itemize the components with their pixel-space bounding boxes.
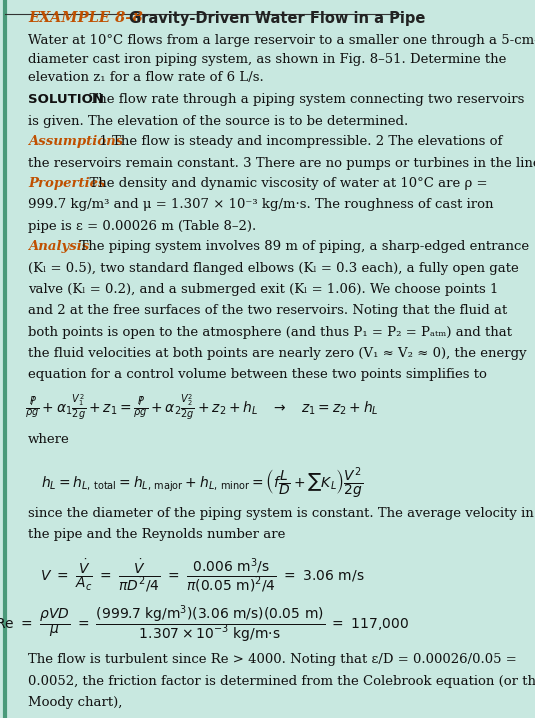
Text: The piping system involves 89 m of piping, a sharp-edged entrance: The piping system involves 89 m of pipin… bbox=[72, 241, 530, 253]
Text: $h_L = h_{L,\,\mathrm{total}} = h_{L,\,\mathrm{major}} + h_{L,\,\mathrm{minor}} : $h_L = h_{L,\,\mathrm{total}} = h_{L,\,\… bbox=[41, 465, 363, 501]
Text: valve (Kₗ = 0.2), and a submerged exit (Kₗ = 1.06). We choose points 1: valve (Kₗ = 0.2), and a submerged exit (… bbox=[28, 283, 499, 296]
Text: 999.7 kg/m³ and μ = 1.307 × 10⁻³ kg/m·s. The roughness of cast iron: 999.7 kg/m³ and μ = 1.307 × 10⁻³ kg/m·s.… bbox=[28, 198, 494, 211]
Text: Gravity-Driven Water Flow in a Pipe: Gravity-Driven Water Flow in a Pipe bbox=[129, 11, 425, 26]
Text: Water at 10°C flows from a large reservoir to a smaller one through a 5-cm-
diam: Water at 10°C flows from a large reservo… bbox=[28, 34, 535, 85]
Text: both points is open to the atmosphere (and thus P₁ = P₂ = Pₐₜₘ) and that: both points is open to the atmosphere (a… bbox=[28, 325, 512, 339]
Text: pipe is ε = 0.00026 m (Table 8–2).: pipe is ε = 0.00026 m (Table 8–2). bbox=[28, 220, 256, 233]
Text: the reservoirs remain constant. 3 There are no pumps or turbines in the line.: the reservoirs remain constant. 3 There … bbox=[28, 157, 535, 169]
Text: the pipe and the Reynolds number are: the pipe and the Reynolds number are bbox=[28, 528, 286, 541]
Text: The density and dynamic viscosity of water at 10°C are ρ =: The density and dynamic viscosity of wat… bbox=[81, 177, 487, 190]
Text: (Kₗ = 0.5), two standard flanged elbows (Kₗ = 0.3 each), a fully open gate: (Kₗ = 0.5), two standard flanged elbows … bbox=[28, 261, 519, 274]
Text: The flow rate through a piping system connecting two reservoirs: The flow rate through a piping system co… bbox=[81, 93, 524, 106]
Text: is given. The elevation of the source is to be determined.: is given. The elevation of the source is… bbox=[28, 115, 409, 128]
Text: equation for a control volume between these two points simplifies to: equation for a control volume between th… bbox=[28, 368, 487, 381]
Text: EXAMPLE 8–8: EXAMPLE 8–8 bbox=[28, 11, 143, 24]
Text: The flow is turbulent since Re > 4000. Noting that ε/D = 0.00026/0.05 =: The flow is turbulent since Re > 4000. N… bbox=[28, 653, 517, 666]
Text: Moody chart),: Moody chart), bbox=[28, 696, 123, 709]
Text: $\frac{P\!\!\!/}{\rho g} + \alpha_1\frac{V_1^2}{2g} + z_1 = \frac{P\!\!\!/}{\rho: $\frac{P\!\!\!/}{\rho g} + \alpha_1\frac… bbox=[25, 393, 379, 422]
Text: Properties: Properties bbox=[28, 177, 106, 190]
Text: Analysis: Analysis bbox=[28, 241, 89, 253]
Text: the fluid velocities at both points are nearly zero (V₁ ≈ V₂ ≈ 0), the energy: the fluid velocities at both points are … bbox=[28, 347, 527, 360]
Text: $V\ =\ \dfrac{\dot{V}}{A_c}\ =\ \dfrac{\dot{V}}{\pi D^2/4}\ =\ \dfrac{0.006\ \ma: $V\ =\ \dfrac{\dot{V}}{A_c}\ =\ \dfrac{\… bbox=[40, 556, 364, 595]
Text: where: where bbox=[28, 432, 70, 446]
Text: since the diameter of the piping system is constant. The average velocity in: since the diameter of the piping system … bbox=[28, 506, 534, 520]
Text: $\mathrm{Re}\ =\ \dfrac{\rho V D}{\mu}\ =\ \dfrac{(999.7\ \mathrm{kg/m^3})(3.06\: $\mathrm{Re}\ =\ \dfrac{\rho V D}{\mu}\ … bbox=[0, 603, 409, 645]
Text: 1 The flow is steady and incompressible. 2 The elevations of: 1 The flow is steady and incompressible.… bbox=[91, 135, 502, 148]
Text: Assumptions: Assumptions bbox=[28, 135, 124, 148]
Text: and 2 at the free surfaces of the two reservoirs. Noting that the fluid at: and 2 at the free surfaces of the two re… bbox=[28, 304, 508, 317]
Text: SOLUTION: SOLUTION bbox=[28, 93, 104, 106]
Text: 0.0052, the friction factor is determined from the Colebrook equation (or the: 0.0052, the friction factor is determine… bbox=[28, 675, 535, 688]
